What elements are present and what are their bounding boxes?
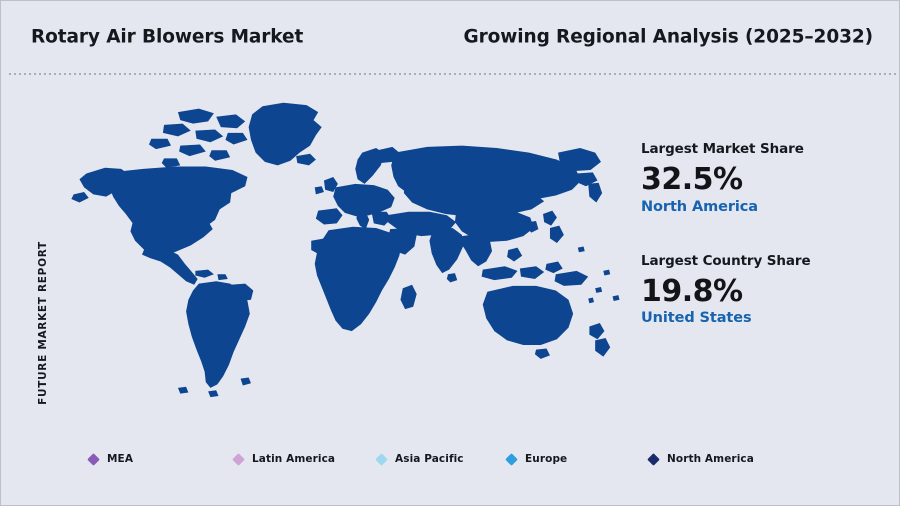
stat-value: 32.5% xyxy=(641,162,743,197)
header-subtitle: Growing Regional Analysis (2025–2032) xyxy=(463,26,874,48)
legend-item-label: Latin America xyxy=(252,453,336,465)
legend-diamond-icon xyxy=(87,452,100,466)
world-map-svg xyxy=(71,102,620,398)
header-divider xyxy=(9,73,899,75)
world-map-landmasses xyxy=(71,102,620,398)
stat-region: United States xyxy=(641,310,752,326)
page-title: Rotary Air Blowers Market xyxy=(31,26,304,48)
legend-item-label: North America xyxy=(667,453,754,465)
stat-largest-country-share: Largest Country Share 19.8% United State… xyxy=(641,253,886,327)
legend-item-label: Europe xyxy=(525,453,568,465)
world-map xyxy=(56,97,636,407)
stats-panel: Largest Market Share 32.5% North America… xyxy=(641,141,886,326)
brand-watermark: FUTURE MARKET REPORT xyxy=(29,233,57,413)
legend-item-asia-pacific: Asia Pacific xyxy=(375,449,464,469)
legend-item-label: MEA xyxy=(107,453,134,465)
legend-diamond-icon xyxy=(505,452,518,466)
legend-diamond-icon xyxy=(232,452,245,466)
legend-diamond-icon xyxy=(375,452,388,466)
stat-value: 19.8% xyxy=(641,273,743,309)
map-legend: MEA Latin America Asia Pacific Europe No… xyxy=(87,449,789,469)
legend-item-europe: Europe xyxy=(505,449,568,469)
brand-watermark-label: FUTURE MARKET REPORT xyxy=(37,241,49,405)
legend-item-north-america: North America xyxy=(647,449,754,469)
header-bar: Rotary Air Blowers Market Growing Region… xyxy=(1,1,899,75)
legend-item-label: Asia Pacific xyxy=(395,453,464,465)
stat-largest-market-share: Largest Market Share 32.5% North America xyxy=(641,141,886,215)
stat-label: Largest Market Share xyxy=(641,141,804,157)
stat-region: North America xyxy=(641,198,758,215)
legend-item-latin-america: Latin America xyxy=(232,449,336,469)
legend-diamond-icon xyxy=(647,452,660,466)
legend-item-mea: MEA xyxy=(87,449,134,469)
stat-label: Largest Country Share xyxy=(641,252,811,269)
